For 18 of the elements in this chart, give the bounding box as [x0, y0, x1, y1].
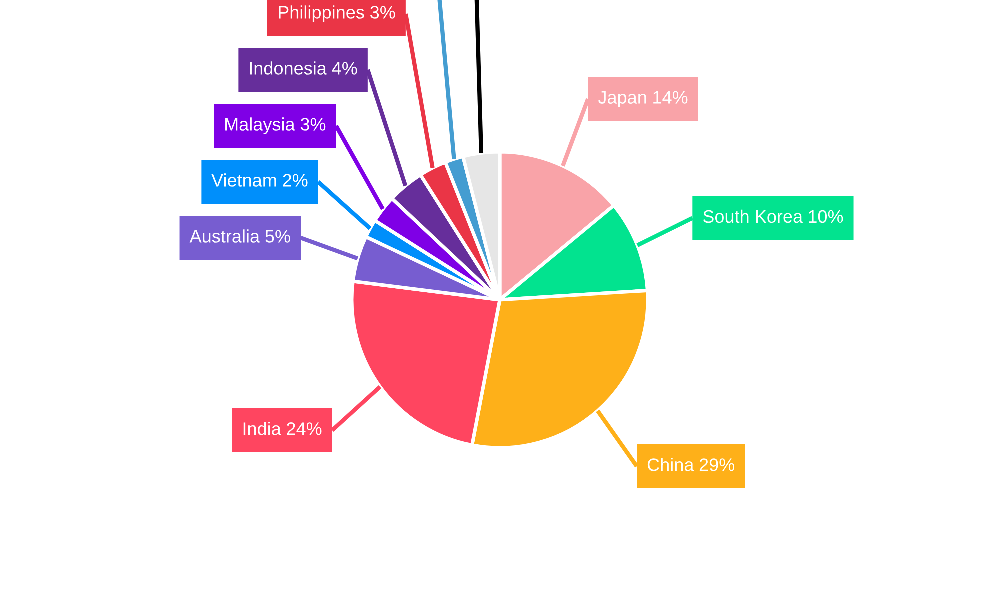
- data-label: 14%: [654, 91, 688, 104]
- data-label: 5%: [266, 230, 290, 243]
- data-label: 2%: [283, 174, 308, 187]
- slice-label: Philippines: [279, 6, 364, 22]
- data-label: 4%: [332, 62, 358, 75]
- data-label: 3%: [370, 6, 396, 19]
- data-label: 10%: [809, 210, 844, 224]
- slice-label: Indonesia: [250, 62, 327, 75]
- data-label: 29%: [700, 458, 735, 472]
- slice-label: South Korea: [703, 210, 804, 224]
- slice-label: India: [244, 422, 282, 436]
- slice-label: China: [648, 458, 694, 472]
- data-label: 24%: [287, 422, 322, 436]
- slice-label: Vietnam: [212, 174, 276, 187]
- slice-label: Australia: [190, 230, 260, 243]
- slice-label: Malaysia: [226, 118, 296, 134]
- slice-label: Japan: [598, 91, 646, 108]
- data-label: 3%: [300, 118, 326, 131]
